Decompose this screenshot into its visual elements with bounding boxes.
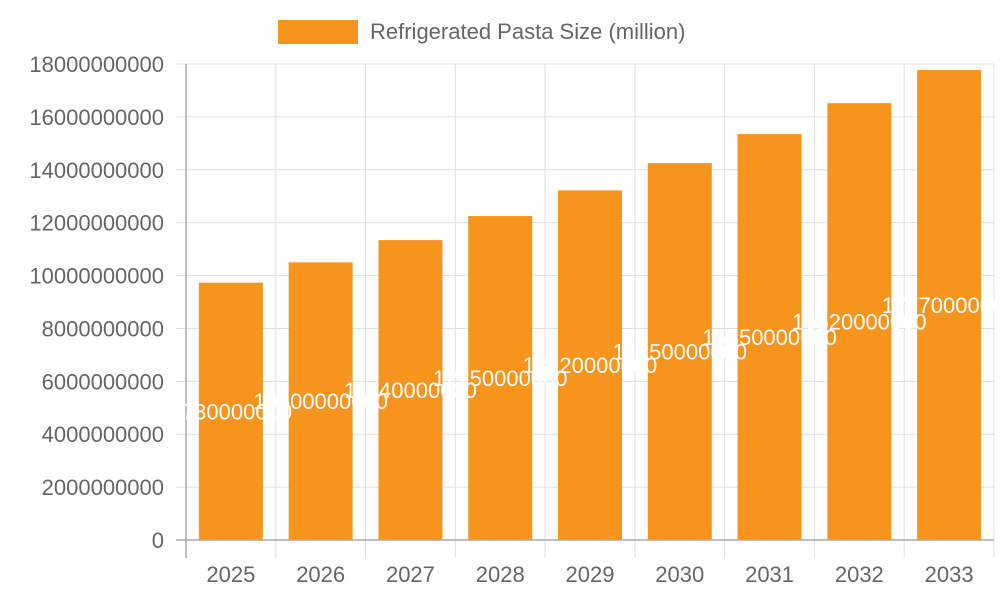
chart-legend: Refrigerated Pasta Size (million) — [278, 17, 685, 47]
bar — [737, 134, 802, 541]
data-label: 10500000000 — [253, 389, 388, 414]
data-label: 11340000000 — [344, 378, 477, 403]
data-label: 16520000000 — [792, 310, 927, 335]
y-tick-label: 12000000000 — [29, 211, 164, 236]
x-tick-label: 2027 — [386, 562, 435, 587]
y-tick-label: 6000000000 — [42, 369, 164, 394]
y-tick-label: 18000000000 — [29, 52, 164, 77]
bar — [647, 163, 712, 540]
data-label: 17770000000 — [882, 293, 1000, 318]
y-tick-label: 4000000000 — [42, 422, 164, 447]
data-label: 9730000000 — [170, 399, 292, 424]
y-tick-label: 8000000000 — [42, 316, 164, 341]
bar — [468, 216, 533, 541]
y-tick-label: 16000000000 — [29, 105, 164, 130]
bar — [198, 282, 263, 540]
data-label: 14250000000 — [612, 340, 747, 365]
data-label: 12250000000 — [433, 366, 568, 391]
legend-swatch — [278, 20, 358, 44]
legend-label: Refrigerated Pasta Size (million) — [370, 19, 686, 44]
x-tick-label: 2032 — [835, 562, 884, 587]
x-tick-label: 2033 — [925, 562, 974, 587]
x-tick-label: 2030 — [655, 562, 704, 587]
y-tick-label: 2000000000 — [42, 475, 164, 500]
y-tick-label: 0 — [152, 528, 164, 553]
bar — [288, 262, 353, 540]
y-tick-label: 14000000000 — [29, 158, 164, 183]
x-tick-label: 2028 — [476, 562, 525, 587]
x-tick-label: 2029 — [566, 562, 615, 587]
bar — [558, 190, 622, 540]
data-label: 15350000000 — [702, 325, 837, 350]
bar — [827, 103, 892, 540]
data-label: 13220000000 — [523, 353, 658, 378]
x-tick-label: 2026 — [296, 562, 345, 587]
x-tick-label: 2025 — [206, 562, 255, 587]
bar — [378, 240, 443, 540]
x-tick-label: 2031 — [745, 562, 794, 587]
bar — [917, 70, 982, 541]
y-tick-label: 10000000000 — [29, 264, 164, 289]
